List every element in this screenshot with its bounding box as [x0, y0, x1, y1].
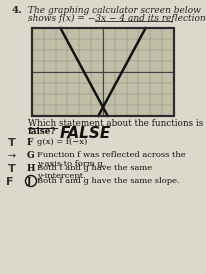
Bar: [32, 28, 174, 116]
Bar: [32, 28, 174, 116]
Text: H: H: [27, 164, 35, 173]
Text: F: F: [27, 138, 33, 147]
Text: FALSE: FALSE: [60, 126, 111, 141]
Text: →: →: [8, 151, 16, 161]
Text: g(x) = f(−x): g(x) = f(−x): [37, 138, 87, 146]
Text: shows f(x) = −3x − 4 and its reflection g.: shows f(x) = −3x − 4 and its reflection …: [28, 14, 206, 23]
Text: Both f and g have the same: Both f and g have the same: [37, 164, 152, 172]
Text: T: T: [8, 164, 16, 174]
Text: false?: false?: [28, 127, 56, 136]
Text: Both f and g have the same slope.: Both f and g have the same slope.: [37, 177, 180, 185]
Text: F: F: [6, 177, 14, 187]
Text: 4.: 4.: [12, 6, 23, 15]
Text: y-intercept.: y-intercept.: [37, 173, 86, 181]
Text: G: G: [27, 151, 35, 160]
Text: J: J: [27, 177, 31, 186]
Text: Function f was reflected across the: Function f was reflected across the: [37, 151, 186, 159]
Text: y-axis to form g.: y-axis to form g.: [37, 159, 105, 167]
Text: The graphing calculator screen below: The graphing calculator screen below: [28, 6, 201, 15]
Text: T: T: [8, 138, 16, 148]
Text: Which statement about the functions is: Which statement about the functions is: [28, 119, 203, 128]
